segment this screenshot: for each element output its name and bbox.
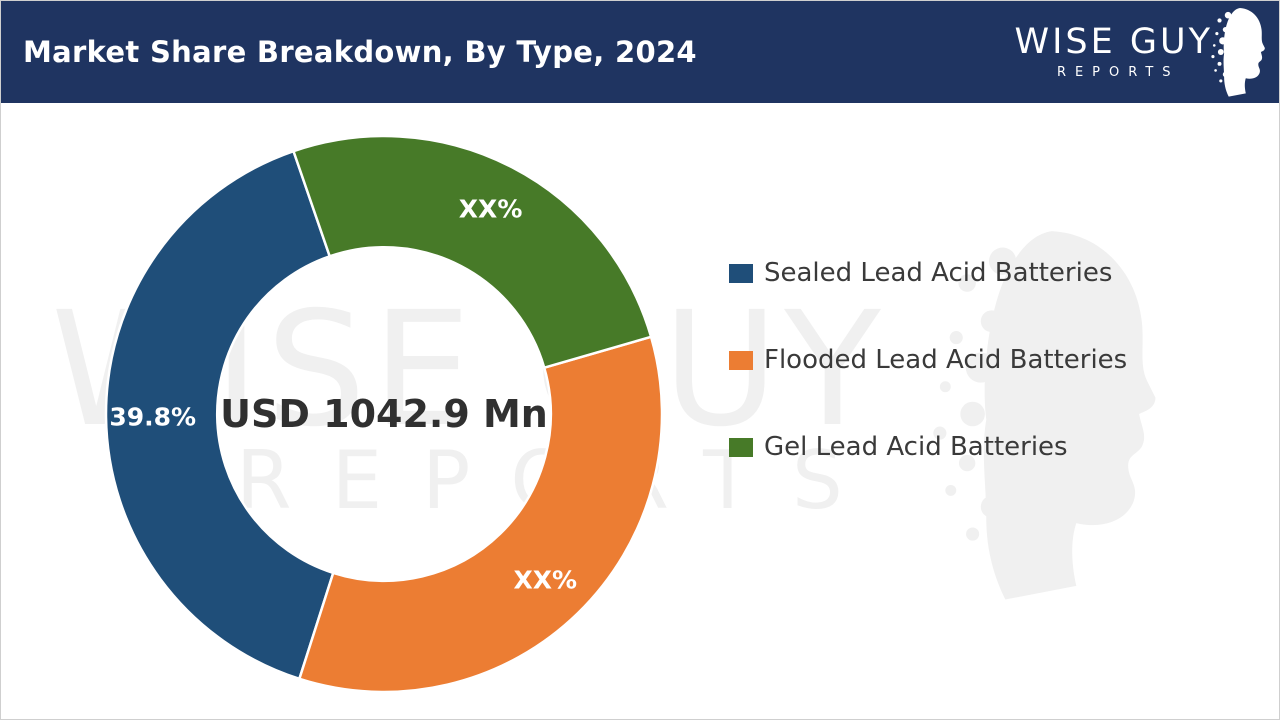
legend-swatch-icon [729, 263, 753, 283]
slice-flooded-lead-acid-batteries [298, 335, 664, 694]
donut-chart: 39.8% XX% XX% USD 1042.9 Mn [104, 134, 664, 694]
brand-logo-text: WISE GUY REPORTS [1014, 21, 1213, 80]
page-title: Market Share Breakdown, By Type, 2024 [23, 35, 697, 69]
slice-percentage-label: 39.8% [109, 402, 196, 431]
legend-item: Sealed Lead Acid Batteries [729, 258, 1127, 288]
slice-gel-lead-acid-batteries [292, 134, 653, 369]
slice-percentage-label: XX% [513, 566, 577, 595]
legend-item: Gel Lead Acid Batteries [729, 432, 1127, 462]
legend-item: Flooded Lead Acid Batteries [729, 345, 1127, 375]
legend-swatch-icon [729, 350, 753, 370]
dotted-head-profile-icon [1211, 7, 1265, 97]
legend-label: Gel Lead Acid Batteries [764, 432, 1068, 462]
slice-sealed-lead-acid-batteries [104, 149, 335, 681]
slice-percentage-label: XX% [459, 194, 523, 223]
legend-swatch-icon [729, 437, 753, 457]
brand-name: WISE GUY [1014, 21, 1213, 62]
header-bar: Market Share Breakdown, By Type, 2024 WI… [1, 1, 1279, 103]
donut-chart-svg: 39.8% XX% XX% [104, 134, 664, 694]
legend-label: Sealed Lead Acid Batteries [764, 258, 1113, 288]
legend-label: Flooded Lead Acid Batteries [764, 345, 1128, 375]
brand-subtitle: REPORTS [1056, 64, 1180, 80]
chart-legend: Sealed Lead Acid Batteries Flooded Lead A… [729, 258, 1127, 519]
brand-logo: WISE GUY REPORTS [1014, 1, 1265, 103]
